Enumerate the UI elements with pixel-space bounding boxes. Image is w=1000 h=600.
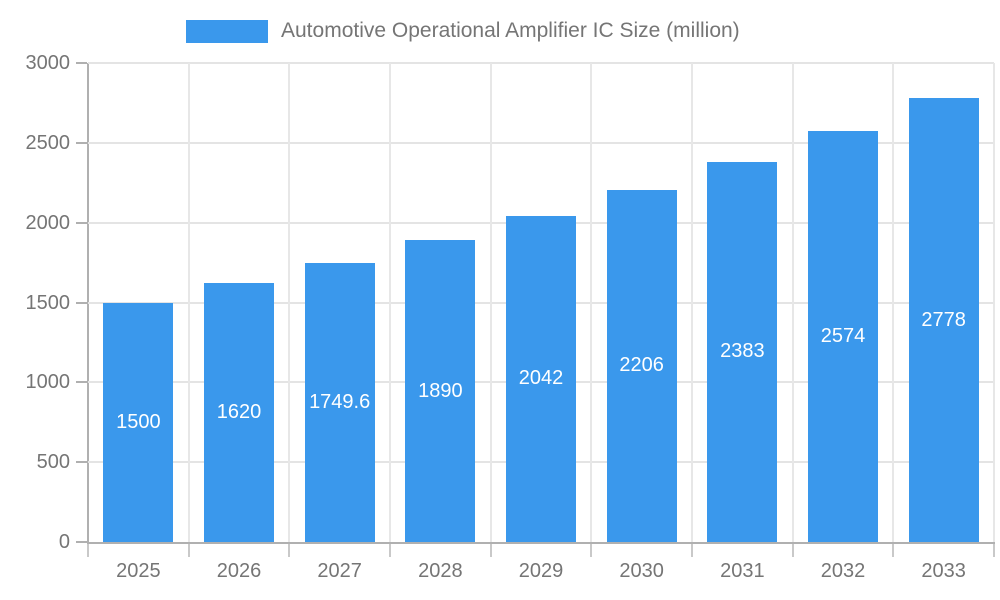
bar-value-label: 2574 [820,325,866,348]
x-tick [187,544,190,557]
y-tick-label: 500 [36,451,70,474]
y-tick-label: 0 [58,531,70,553]
plot-area: 1500 1620 1749.6 1890 2042 2206 2383 2574 2778 [88,62,995,542]
x-tick [489,544,492,557]
x-tick [590,544,593,557]
v-gridline [892,63,895,542]
x-tick-label: 2030 [619,560,664,582]
y-tick-label: 1500 [25,291,71,314]
y-tick-label: 2000 [25,211,71,234]
bar-value-label: 1620 [216,401,262,424]
y-tick [76,141,87,144]
y-tick-label: 2500 [25,131,71,154]
bar-value-label: 1890 [418,379,463,402]
x-tick [993,544,995,557]
v-gridline [489,63,492,542]
y-tick [76,301,87,304]
legend-label: Automotive Operational Amplifier IC Size… [281,19,740,42]
y-tick [76,381,87,384]
bar-value-label: 2778 [921,308,966,331]
bar[interactable]: 2778 [908,98,979,542]
bar-value-label: 1749.6 [309,390,371,413]
x-tick [791,544,794,557]
bar-value-label: 1500 [116,410,161,433]
x-tick-label: 2027 [317,560,362,582]
bar-value-label: 2042 [518,367,564,390]
bar[interactable]: 1620 [204,283,274,542]
bar[interactable]: 1890 [405,240,476,542]
bar[interactable]: 2383 [707,161,778,542]
y-tick-label: 1000 [25,371,71,394]
h-gridline [88,141,994,144]
x-tick [389,544,391,557]
bar[interactable]: 2574 [808,131,878,542]
v-gridline [691,63,693,542]
bar-value-label: 2383 [720,340,765,363]
h-gridline [88,62,994,64]
x-tick-label: 2025 [116,560,161,582]
bar[interactable]: 1749.6 [304,262,375,542]
x-tick-label: 2031 [720,560,765,582]
legend-swatch-icon [186,19,268,43]
x-axis-line [87,542,995,544]
y-axis-line [87,63,89,557]
x-tick-label: 2029 [518,560,564,582]
x-tick-label: 2033 [921,560,966,582]
bar[interactable]: 1500 [103,302,174,542]
v-gridline [288,63,291,542]
x-tick [892,544,895,557]
v-gridline [187,63,190,542]
bar[interactable]: 2206 [606,189,677,542]
y-tick-label: 3000 [25,52,71,74]
v-gridline [590,63,593,542]
y-tick [76,221,87,224]
v-gridline [389,63,391,542]
x-tick-label: 2032 [820,560,866,582]
y-tick [76,62,87,64]
bar-value-label: 2206 [619,354,664,377]
x-tick-label: 2026 [216,560,262,582]
x-tick-label: 2028 [418,560,463,582]
x-tick [288,544,291,557]
y-tick [76,461,87,464]
bar[interactable]: 2042 [506,215,576,542]
legend[interactable]: Automotive Operational Amplifier IC Size… [186,19,740,43]
y-tick [76,541,87,543]
v-gridline [791,63,794,542]
v-gridline [993,63,995,542]
x-tick [691,544,693,557]
